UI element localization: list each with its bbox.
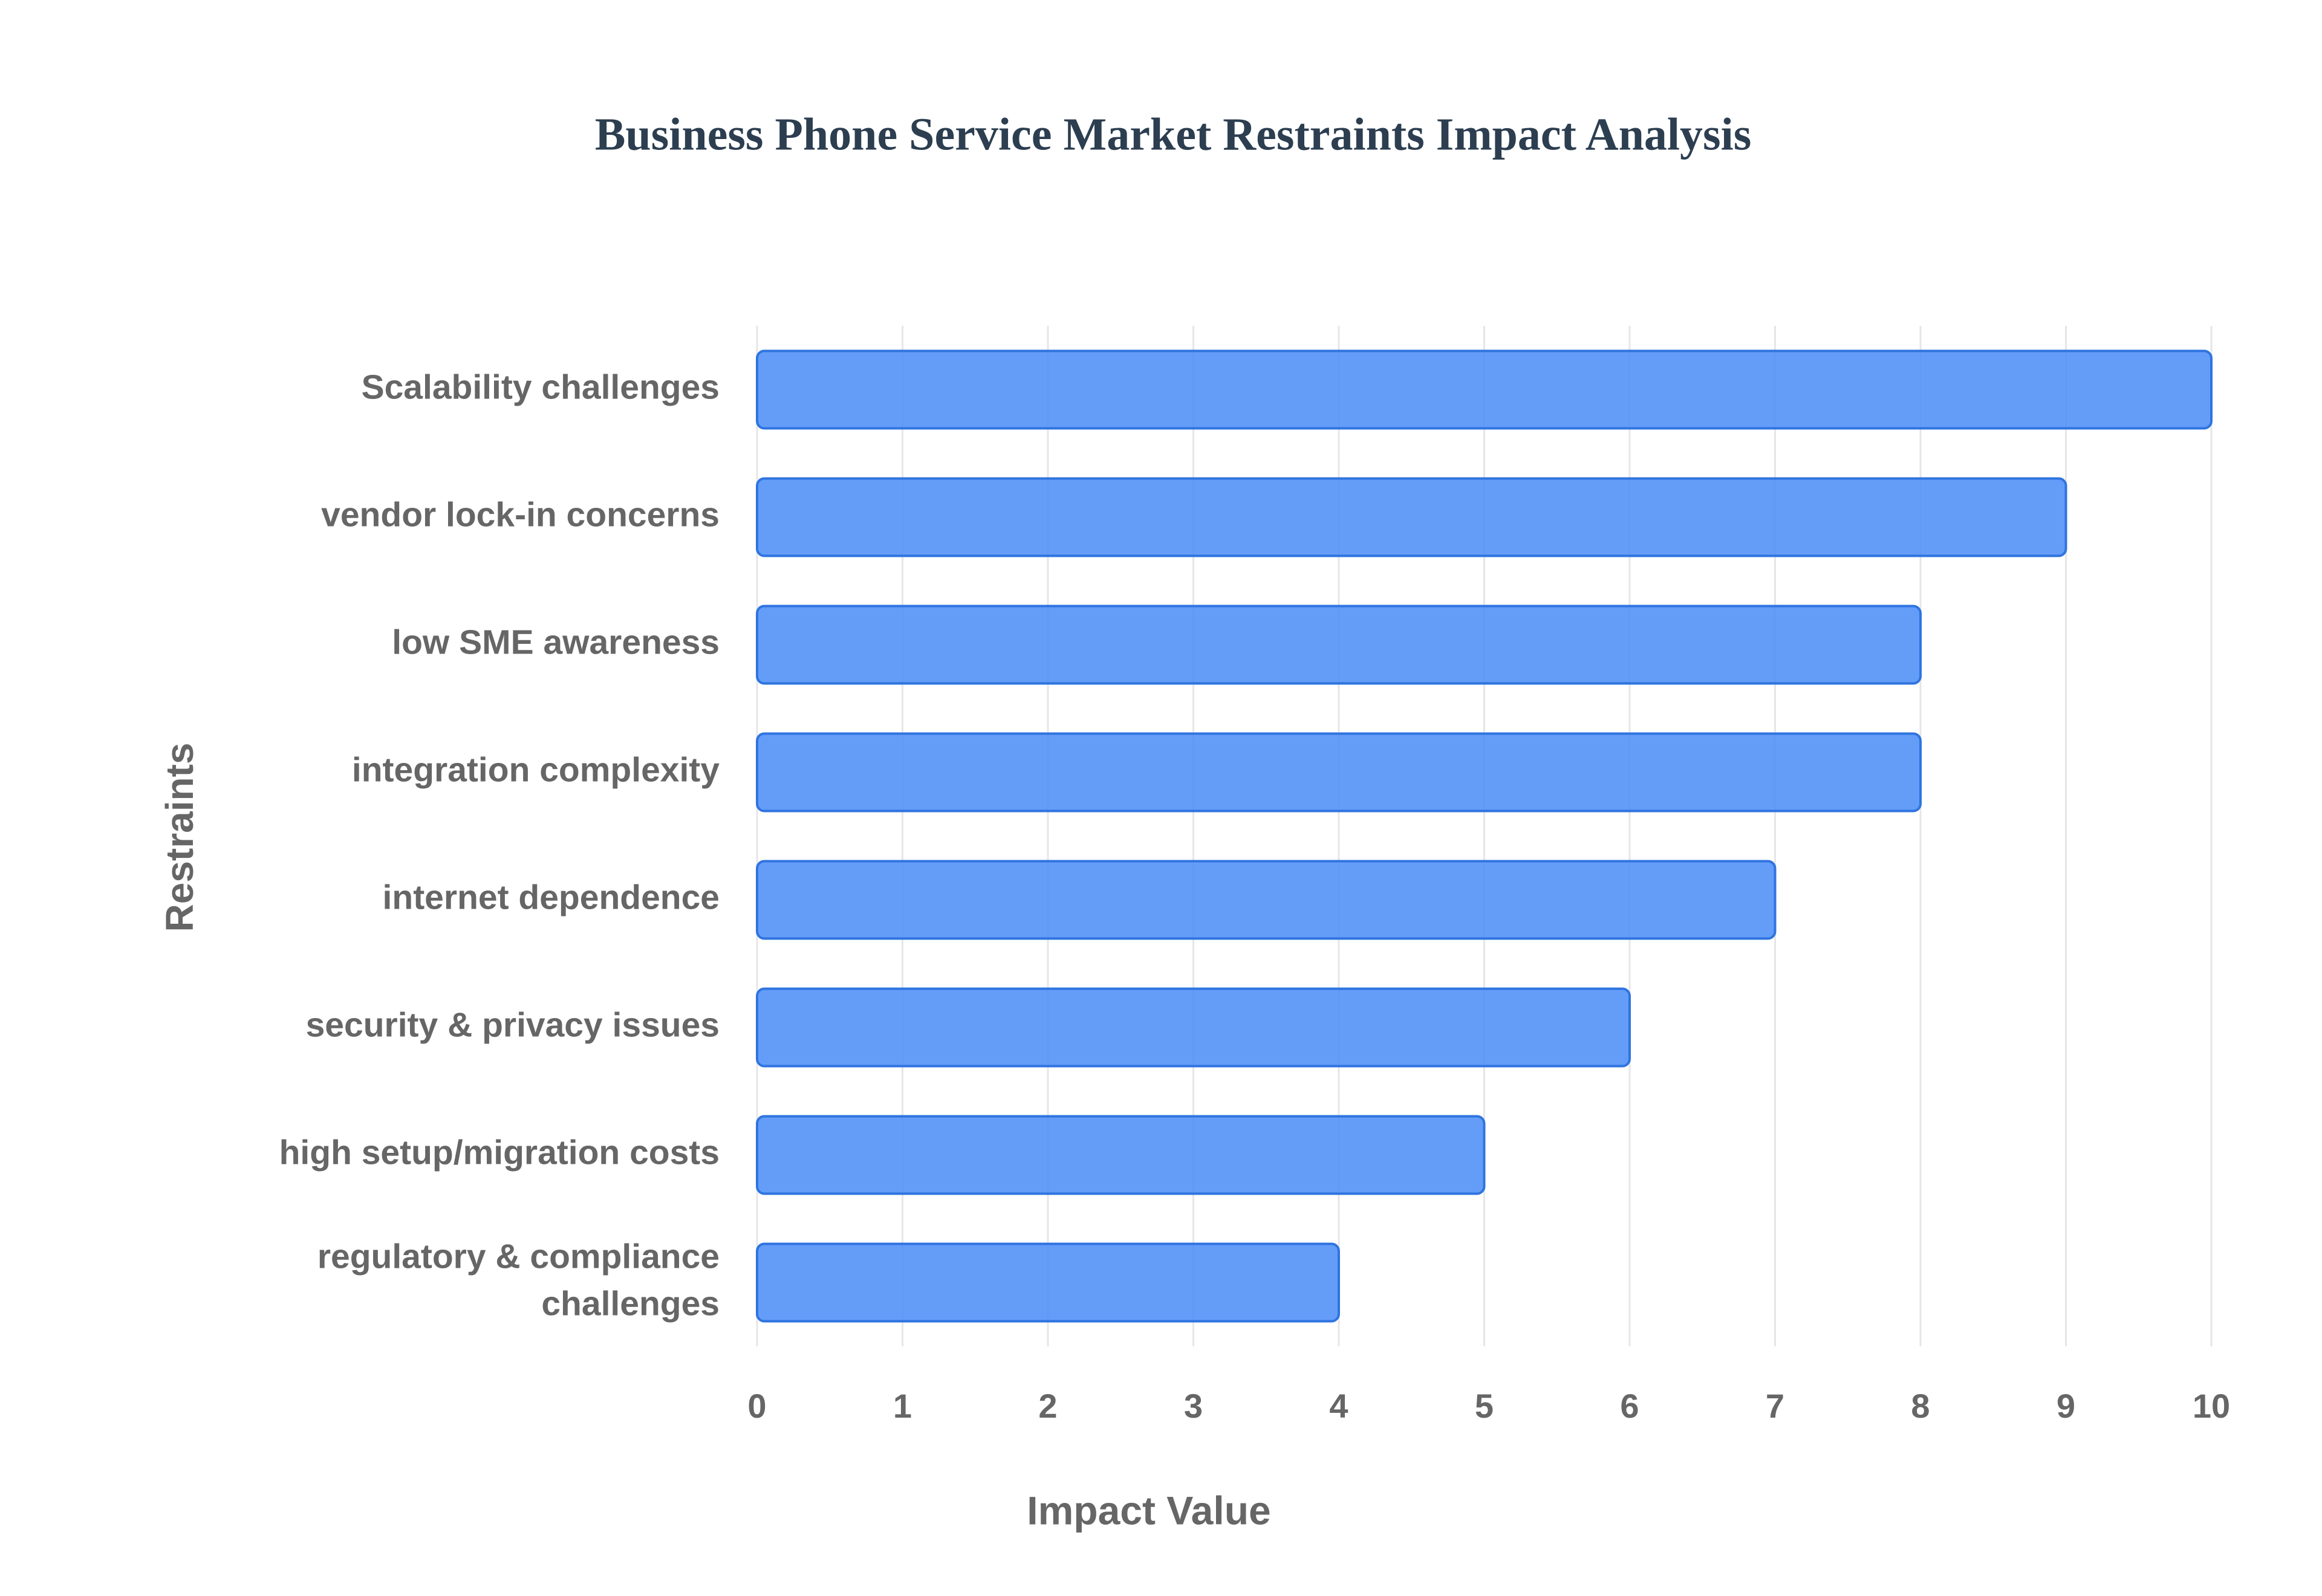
x-tick-label: 8 (1911, 1387, 1930, 1425)
chart-title: Business Phone Service Market Restraints… (595, 109, 1752, 160)
x-tick-label: 6 (1620, 1387, 1639, 1425)
bar (756, 987, 1631, 1068)
x-tick-label: 5 (1475, 1387, 1494, 1425)
y-tick-label: internet dependence (383, 878, 720, 917)
bar (756, 477, 2067, 557)
y-tick-label: integration complexity (352, 751, 720, 790)
y-tick-label: Scalability challenges (362, 368, 720, 407)
bar (756, 860, 1777, 940)
bar (756, 1115, 1486, 1195)
y-tick-label: vendor lock-in concerns (321, 496, 720, 534)
x-tick-label: 0 (747, 1387, 766, 1425)
x-tick-label: 3 (1184, 1387, 1203, 1425)
y-tick-label: security & privacy issues (306, 1006, 720, 1045)
x-tick-label: 10 (2193, 1387, 2230, 1425)
x-tick-label: 1 (893, 1387, 912, 1425)
bar (756, 1242, 1340, 1323)
bar (756, 349, 2213, 430)
x-tick-label: 9 (2057, 1387, 2075, 1425)
x-tick-label: 7 (1766, 1387, 1784, 1425)
x-tick-label: 4 (1329, 1387, 1348, 1425)
bar (756, 732, 1922, 813)
y-axis-title: Restraints (158, 743, 201, 932)
y-tick-label: low SME awareness (392, 623, 720, 662)
bar (756, 605, 1922, 685)
y-tick-label: high setup/migration costs (279, 1134, 720, 1172)
x-tick-label: 2 (1038, 1387, 1057, 1425)
y-tick-label: regulatory & compliance challenges (317, 1238, 720, 1323)
x-axis-title: Impact Value (1027, 1488, 1271, 1533)
